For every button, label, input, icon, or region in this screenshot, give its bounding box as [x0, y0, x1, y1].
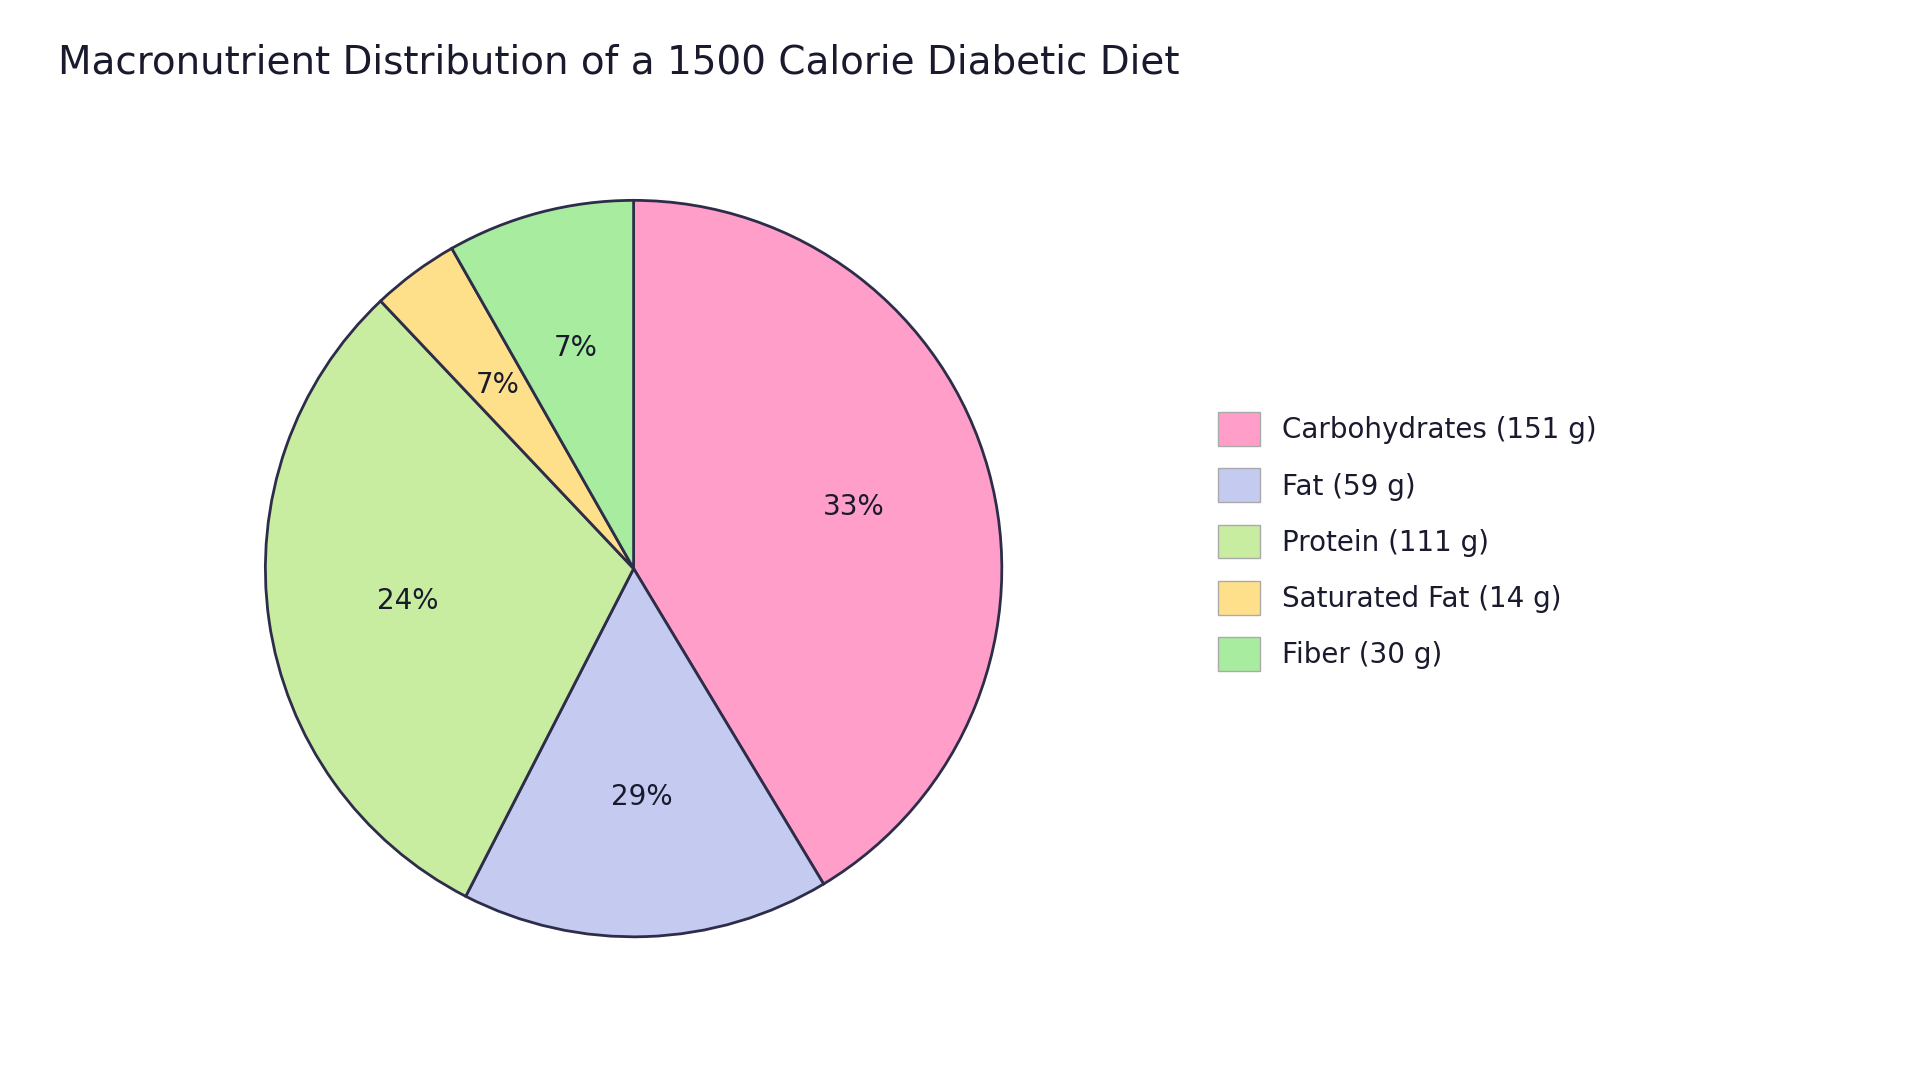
Legend: Carbohydrates (151 g), Fat (59 g), Protein (111 g), Saturated Fat (14 g), Fiber : Carbohydrates (151 g), Fat (59 g), Prote…	[1204, 399, 1611, 684]
Wedge shape	[451, 200, 634, 569]
Text: 24%: 24%	[376, 587, 438, 615]
Text: 7%: 7%	[476, 371, 520, 399]
Wedge shape	[380, 248, 634, 569]
Wedge shape	[467, 569, 824, 937]
Text: 33%: 33%	[822, 494, 885, 521]
Wedge shape	[265, 301, 634, 897]
Wedge shape	[634, 200, 1002, 884]
Text: Macronutrient Distribution of a 1500 Calorie Diabetic Diet: Macronutrient Distribution of a 1500 Cal…	[58, 43, 1179, 81]
Text: 7%: 7%	[553, 334, 597, 362]
Text: 29%: 29%	[611, 783, 672, 811]
